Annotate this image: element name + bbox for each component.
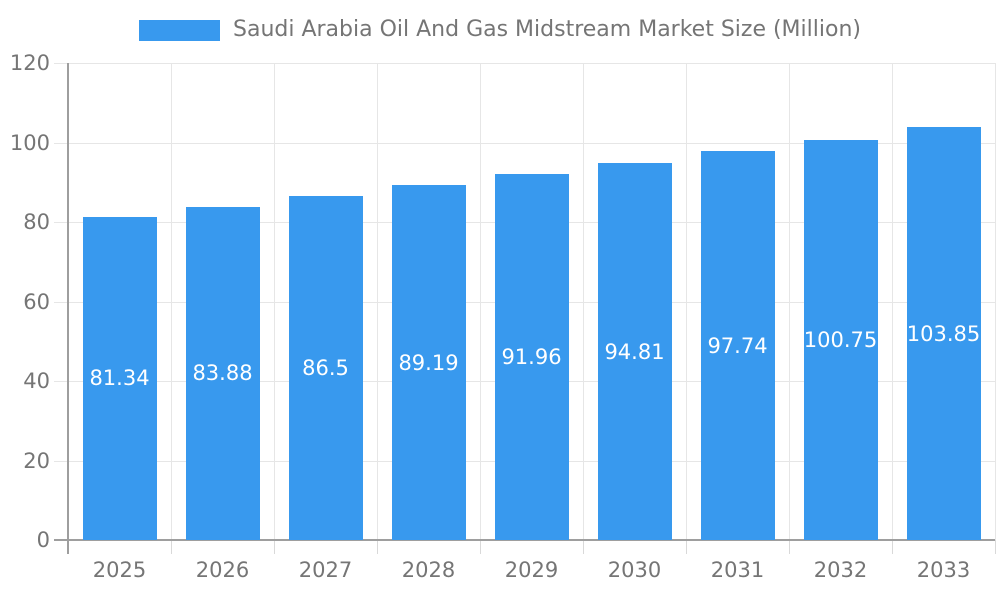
bar-2025[interactable] [82,216,157,540]
x-axis-tick-label: 2027 [298,558,353,582]
x-axis-tick-label: 2031 [710,558,765,582]
legend-swatch [139,19,220,41]
x-axis-tick [583,540,584,554]
x-axis-line [54,539,995,541]
bar-value-label: 86.5 [302,356,349,381]
x-axis-tick-label: 2026 [195,558,250,582]
gridline-vertical [583,63,584,540]
chart-title: Saudi Arabia Oil And Gas Midstream Marke… [233,17,861,42]
x-axis-tick [892,540,893,554]
bar-2026[interactable] [185,206,260,540]
x-axis-tick [377,540,378,554]
x-axis-tick [480,540,481,554]
x-axis-tick [171,540,172,554]
y-axis-tick-label: 60 [23,289,50,314]
bar-value-label: 83.88 [192,361,253,386]
bar-value-label: 94.81 [604,339,665,364]
gridline-vertical [789,63,790,540]
y-axis-tick-label: 20 [23,448,50,473]
bar-value-label: 91.96 [501,345,562,370]
x-axis-tick [995,540,996,554]
bar-value-label: 103.85 [906,321,981,346]
gridline-vertical [377,63,378,540]
y-axis-tick-label: 80 [23,210,50,234]
y-axis-tick-label: 0 [36,528,50,552]
bar-value-label: 89.19 [398,350,459,375]
x-axis-tick-label: 2032 [813,558,868,582]
bar-2028[interactable] [391,185,466,540]
x-axis-tick [789,540,790,554]
gridline-horizontal [54,63,995,64]
gridline-vertical [892,63,893,540]
bar-2030[interactable] [597,163,672,540]
x-axis-tick-label: 2025 [92,558,147,582]
y-axis-tick-label: 40 [23,369,50,393]
y-axis-tick-label: 100 [9,130,50,155]
gridline-vertical [686,63,687,540]
bar-value-label: 100.75 [803,327,878,352]
y-axis-tick-label: 120 [9,51,50,75]
chart-legend[interactable]: Saudi Arabia Oil And Gas Midstream Marke… [0,16,1000,44]
y-axis-line [67,63,69,554]
x-axis-tick [686,540,687,554]
bar-value-label: 97.74 [707,333,768,358]
gridline-vertical [171,63,172,540]
gridline-vertical [480,63,481,540]
x-axis-tick-label: 2030 [607,558,662,582]
bar-2029[interactable] [494,174,569,540]
gridline-vertical [274,63,275,540]
x-axis-tick [274,540,275,554]
bar-2032[interactable] [803,139,878,540]
x-axis-tick-label: 2033 [916,558,971,582]
gridline-vertical [995,63,996,540]
x-axis-tick-label: 2029 [504,558,559,582]
bar-2027[interactable] [288,196,363,540]
gridline-horizontal [54,142,995,144]
bar-2033[interactable] [906,127,981,540]
bar-value-label: 81.34 [89,366,150,391]
x-axis-tick-label: 2028 [401,558,456,582]
bar-2031[interactable] [700,151,775,540]
